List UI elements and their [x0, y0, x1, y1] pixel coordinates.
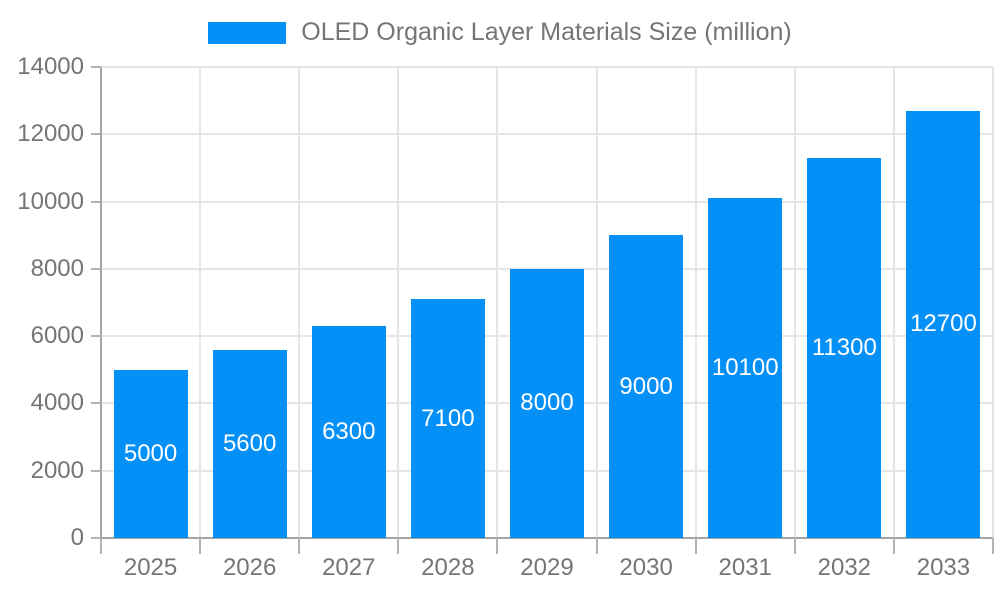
- y-tick-label: 10000: [17, 187, 84, 215]
- x-axis-tick: [793, 538, 796, 554]
- gridline-vertical: [793, 67, 796, 538]
- bar-value-label: 9000: [619, 372, 673, 400]
- legend-label: OLED Organic Layer Materials Size (milli…: [301, 18, 792, 46]
- gridline-horizontal: [101, 66, 993, 68]
- x-axis-labels: 2025 2026 2027 2028 2029 2030 2031 2032 2033: [101, 554, 993, 584]
- bar-value-label: 11300: [811, 333, 877, 361]
- x-tick-label: 2028: [421, 554, 475, 581]
- y-axis-labels: 0 2000 4000 6000 8000 10000 12000 14000: [0, 53, 84, 551]
- bar-2029: 8000: [510, 268, 584, 538]
- bar-2032: 11300: [807, 157, 882, 538]
- y-axis-tick: [91, 335, 101, 338]
- x-tick-label: 2032: [817, 554, 872, 581]
- bar-value-label: 5000: [123, 439, 178, 467]
- bar-value-label: 12700: [910, 310, 977, 338]
- x-axis-tick: [298, 538, 301, 554]
- y-tick-label: 6000: [30, 322, 84, 350]
- gridline-vertical: [496, 67, 499, 538]
- gridline-horizontal: [101, 133, 993, 136]
- bar-value-label: 6300: [322, 418, 376, 446]
- y-axis-tick: [91, 537, 101, 539]
- bar-2025: 5000: [113, 369, 188, 538]
- y-axis-tick: [91, 133, 101, 136]
- gridline-horizontal: [101, 267, 993, 270]
- x-axis-tick: [397, 538, 400, 554]
- gridline-vertical: [397, 67, 400, 538]
- x-tick-label: 2027: [322, 554, 376, 581]
- gridline-vertical: [595, 67, 598, 538]
- legend-swatch: [208, 21, 287, 44]
- x-axis-tick: [595, 538, 598, 554]
- y-tick-label: 14000: [17, 53, 84, 80]
- chart-legend: OLED Organic Layer Materials Size (milli…: [0, 18, 1000, 47]
- y-axis-tick: [91, 267, 101, 270]
- y-tick-label: 0: [70, 524, 84, 551]
- bar-2030: 9000: [609, 235, 684, 538]
- x-axis-line: [101, 537, 993, 539]
- bar-2027: 6300: [311, 326, 386, 538]
- x-axis-tick: [694, 538, 697, 554]
- y-tick-label: 8000: [30, 254, 84, 282]
- x-axis-tick: [496, 538, 499, 554]
- x-tick-label: 2026: [222, 554, 277, 581]
- y-tick-label: 4000: [30, 389, 84, 417]
- plot-area: 5000 5600 6300 7100 8000 9000 10100 11300 12700: [91, 66, 994, 554]
- gridline-vertical: [892, 67, 895, 538]
- bar-value-label: 8000: [520, 389, 574, 417]
- y-axis-line: [100, 67, 102, 538]
- gridline-vertical: [992, 67, 994, 538]
- gridline-vertical: [694, 67, 697, 538]
- bar-value-label: 10100: [711, 354, 779, 382]
- gridline-horizontal: [101, 200, 993, 203]
- x-axis-tick: [892, 538, 895, 554]
- x-tick-label: 2025: [123, 554, 178, 581]
- y-tick-label: 12000: [17, 120, 84, 148]
- y-axis-tick: [91, 66, 101, 68]
- x-tick-label: 2031: [718, 554, 772, 581]
- bar-2033: 12700: [906, 110, 981, 538]
- bar-2026: 5600: [212, 349, 287, 538]
- bar-value-label: 5600: [222, 429, 277, 457]
- x-tick-label: 2033: [916, 554, 971, 581]
- bar-2031: 10100: [708, 198, 783, 538]
- gridline-vertical: [298, 67, 301, 538]
- x-tick-label: 2029: [520, 554, 574, 581]
- x-axis-tick: [992, 538, 994, 554]
- x-axis-tick: [199, 538, 202, 554]
- y-tick-label: 2000: [30, 456, 84, 484]
- x-tick-label: 2030: [619, 554, 673, 581]
- y-axis-tick: [91, 200, 101, 203]
- y-axis-tick: [91, 402, 101, 405]
- bar-value-label: 7100: [421, 404, 475, 432]
- y-axis-tick: [91, 469, 101, 472]
- gridline-vertical: [199, 67, 202, 538]
- bar-2028: 7100: [410, 299, 485, 538]
- x-axis-tick: [100, 538, 102, 554]
